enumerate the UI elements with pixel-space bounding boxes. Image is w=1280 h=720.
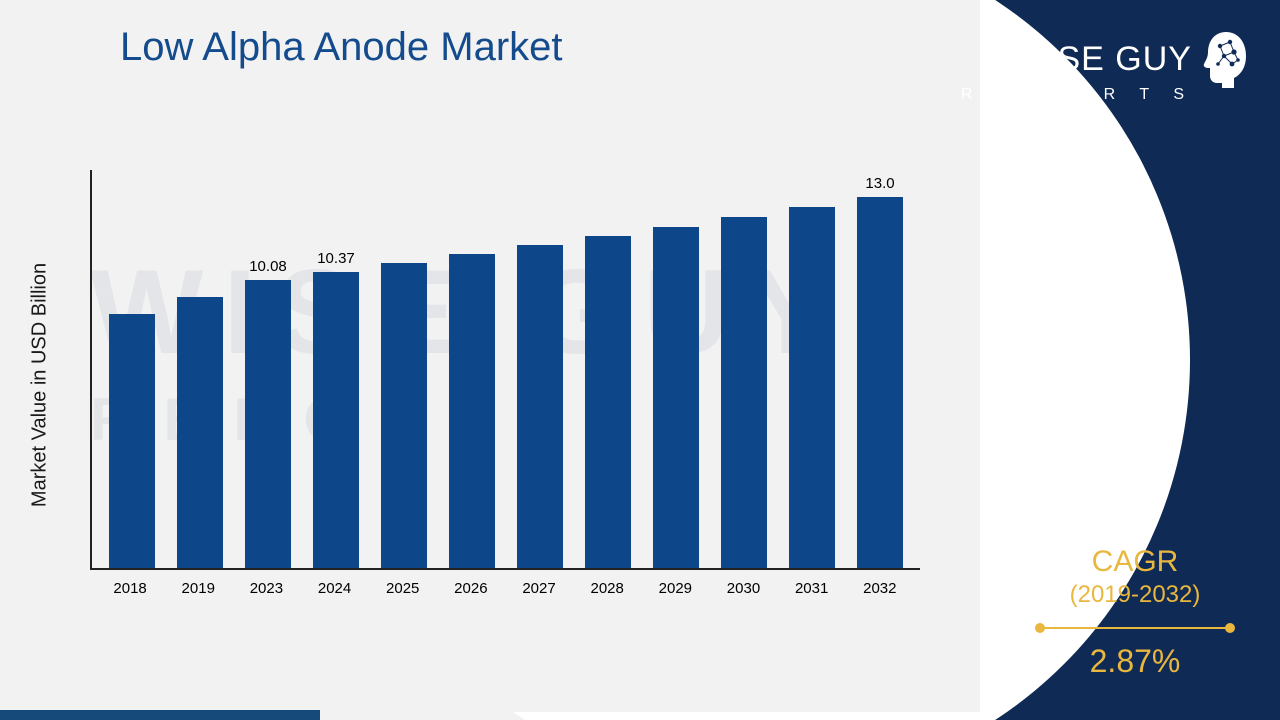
brand-logo: WISE GUY xyxy=(961,30,1250,104)
bar-wrap xyxy=(646,205,706,568)
x-tick-label: 2019 xyxy=(168,574,228,600)
bar-value-label: 13.0 xyxy=(865,175,894,193)
bar xyxy=(789,207,835,568)
bar-wrap xyxy=(374,241,434,568)
bottom-accent-bar xyxy=(0,710,320,720)
cagr-value: 2.87% xyxy=(990,643,1280,680)
x-tick-label: 2032 xyxy=(850,574,910,600)
bar-value-label: 10.08 xyxy=(249,258,287,276)
x-tick-label: 2029 xyxy=(645,574,705,600)
bar-wrap xyxy=(782,185,842,568)
cagr-label: CAGR xyxy=(990,545,1280,579)
bar-wrap xyxy=(578,214,638,568)
brand-sub-text: R E P O R T S xyxy=(961,86,1194,104)
bar xyxy=(109,314,155,568)
bar-value-label: 10.37 xyxy=(317,250,355,268)
x-tick-label: 2030 xyxy=(713,574,773,600)
bar xyxy=(313,272,359,568)
cagr-divider xyxy=(1040,627,1230,629)
bar xyxy=(177,297,223,568)
bar-wrap: 13.0 xyxy=(850,175,910,568)
y-axis-label: Market Value in USD Billion xyxy=(29,263,52,507)
x-tick-label: 2031 xyxy=(782,574,842,600)
bar xyxy=(721,217,767,568)
brand-main-text: WISE GUY xyxy=(1014,40,1192,79)
bar-wrap xyxy=(510,223,570,568)
bar xyxy=(857,197,903,568)
x-tick-label: 2018 xyxy=(100,574,160,600)
bar-chart: Market Value in USD Billion 10.0810.3713… xyxy=(50,170,920,600)
bar xyxy=(653,227,699,568)
x-tick-label: 2024 xyxy=(305,574,365,600)
x-tick-label: 2027 xyxy=(509,574,569,600)
bar-wrap xyxy=(714,195,774,568)
bar-wrap xyxy=(102,292,162,568)
cagr-block: CAGR (2019-2032) 2.87% xyxy=(990,545,1280,680)
bar xyxy=(245,280,291,568)
bar-wrap: 10.08 xyxy=(238,258,298,568)
bar xyxy=(449,254,495,568)
x-tick-label: 2026 xyxy=(441,574,501,600)
bar-wrap xyxy=(442,232,502,568)
bar-wrap: 10.37 xyxy=(306,250,366,568)
cagr-range: (2019-2032) xyxy=(990,581,1280,609)
bar xyxy=(585,236,631,568)
x-tick-label: 2023 xyxy=(236,574,296,600)
brand-head-icon xyxy=(1200,30,1250,88)
bars-container: 10.08 10.37 13.0 xyxy=(92,170,920,568)
x-axis-labels: 2018 2019 2023 2024 2025 2026 2027 2028 2029 2030… xyxy=(90,574,920,600)
x-tick-label: 2025 xyxy=(373,574,433,600)
page-title: Low Alpha Anode Market xyxy=(120,25,563,70)
bar xyxy=(517,245,563,568)
plot-area: 10.08 10.37 13.0 xyxy=(90,170,920,570)
bar-wrap xyxy=(170,275,230,568)
bar xyxy=(381,263,427,568)
x-tick-label: 2028 xyxy=(577,574,637,600)
